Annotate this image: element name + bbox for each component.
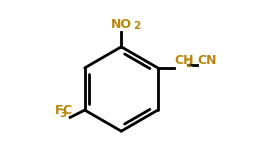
Text: NO: NO <box>111 18 132 31</box>
Text: C: C <box>62 104 71 116</box>
Text: CN: CN <box>197 54 217 67</box>
Text: CH: CH <box>175 54 194 67</box>
Text: F: F <box>55 104 63 116</box>
Text: 2: 2 <box>185 59 192 69</box>
Text: 2: 2 <box>133 21 140 31</box>
Text: 3: 3 <box>59 109 66 119</box>
